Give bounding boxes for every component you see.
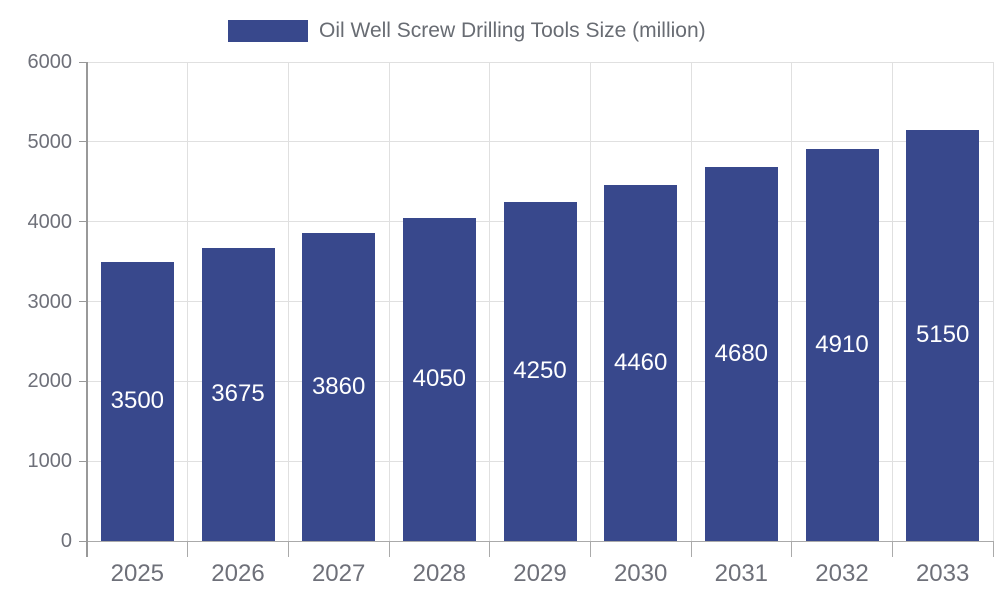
y-gridline	[87, 61, 993, 63]
x-axis-tick	[589, 541, 591, 557]
x-gridline	[791, 62, 793, 541]
y-axis-label: 5000	[27, 130, 73, 153]
x-axis-tick	[287, 541, 289, 557]
bar[interactable]: 4250	[503, 201, 577, 541]
bar-value-label: 3675	[211, 380, 265, 408]
y-axis-label: 2000	[27, 370, 73, 393]
x-axis-label: 2033	[915, 560, 970, 587]
x-gridline	[187, 62, 189, 541]
y-axis-label: 6000	[27, 51, 73, 73]
x-axis-tick	[388, 541, 390, 557]
x-axis-label: 2032	[815, 560, 869, 587]
x-axis-label: 2031	[714, 560, 769, 587]
bar-value-label: 5150	[915, 321, 970, 349]
x-gridline	[690, 62, 692, 541]
bar-value-label: 3500	[110, 387, 165, 415]
y-axis-tick	[79, 141, 87, 143]
x-gridline	[388, 62, 390, 541]
y-axis-tick	[79, 61, 87, 63]
legend-item[interactable]: Oil Well Screw Drilling Tools Size (mill…	[228, 19, 706, 43]
x-axis-label: 2030	[613, 560, 668, 587]
bar[interactable]: 4050	[402, 217, 476, 541]
bar-value-label: 3860	[311, 372, 366, 400]
bar[interactable]: 3500	[100, 261, 174, 541]
bar[interactable]: 5150	[906, 129, 980, 541]
bar[interactable]: 4680	[704, 167, 778, 541]
x-axis-label: 2028	[412, 560, 467, 587]
y-gridline	[87, 141, 993, 143]
x-axis-tick	[791, 541, 793, 557]
x-gridline	[287, 62, 289, 541]
x-axis-label: 2026	[211, 560, 265, 587]
x-axis-tick	[690, 541, 692, 557]
bar[interactable]: 3675	[201, 247, 275, 541]
y-axis-label: 3000	[27, 290, 73, 313]
legend-label: Oil Well Screw Drilling Tools Size (mill…	[319, 19, 706, 42]
legend-swatch	[228, 20, 308, 42]
y-axis-label: 1000	[27, 450, 73, 473]
bar-value-label: 4250	[513, 357, 567, 385]
bar[interactable]: 3860	[302, 232, 376, 541]
y-axis-tick	[79, 221, 87, 223]
x-gridline	[589, 62, 591, 541]
x-axis-label: 2029	[513, 560, 567, 587]
x-gridline	[992, 62, 994, 541]
y-axis-line	[86, 62, 88, 557]
y-axis-label: 0	[60, 530, 72, 552]
x-axis-tick	[891, 541, 893, 557]
bar-value-label: 4680	[714, 340, 769, 368]
x-axis-tick	[187, 541, 189, 557]
bar-value-label: 4910	[815, 331, 869, 358]
y-axis-tick	[79, 380, 87, 382]
bar-value-label: 4460	[613, 348, 668, 376]
x-axis-line	[87, 540, 993, 542]
y-axis-tick	[79, 460, 87, 462]
x-axis-tick	[489, 541, 491, 557]
y-axis-tick	[79, 301, 87, 302]
x-axis-label: 2025	[110, 560, 165, 587]
x-gridline	[489, 62, 491, 541]
bar-value-label: 4050	[412, 365, 467, 393]
y-axis-tick	[79, 540, 87, 542]
x-axis-tick	[992, 541, 994, 557]
bar[interactable]: 4910	[805, 149, 879, 541]
x-gridline	[891, 62, 893, 541]
bar[interactable]: 4460	[604, 184, 678, 541]
y-axis-label: 4000	[27, 210, 73, 233]
x-axis-label: 2027	[311, 560, 366, 587]
